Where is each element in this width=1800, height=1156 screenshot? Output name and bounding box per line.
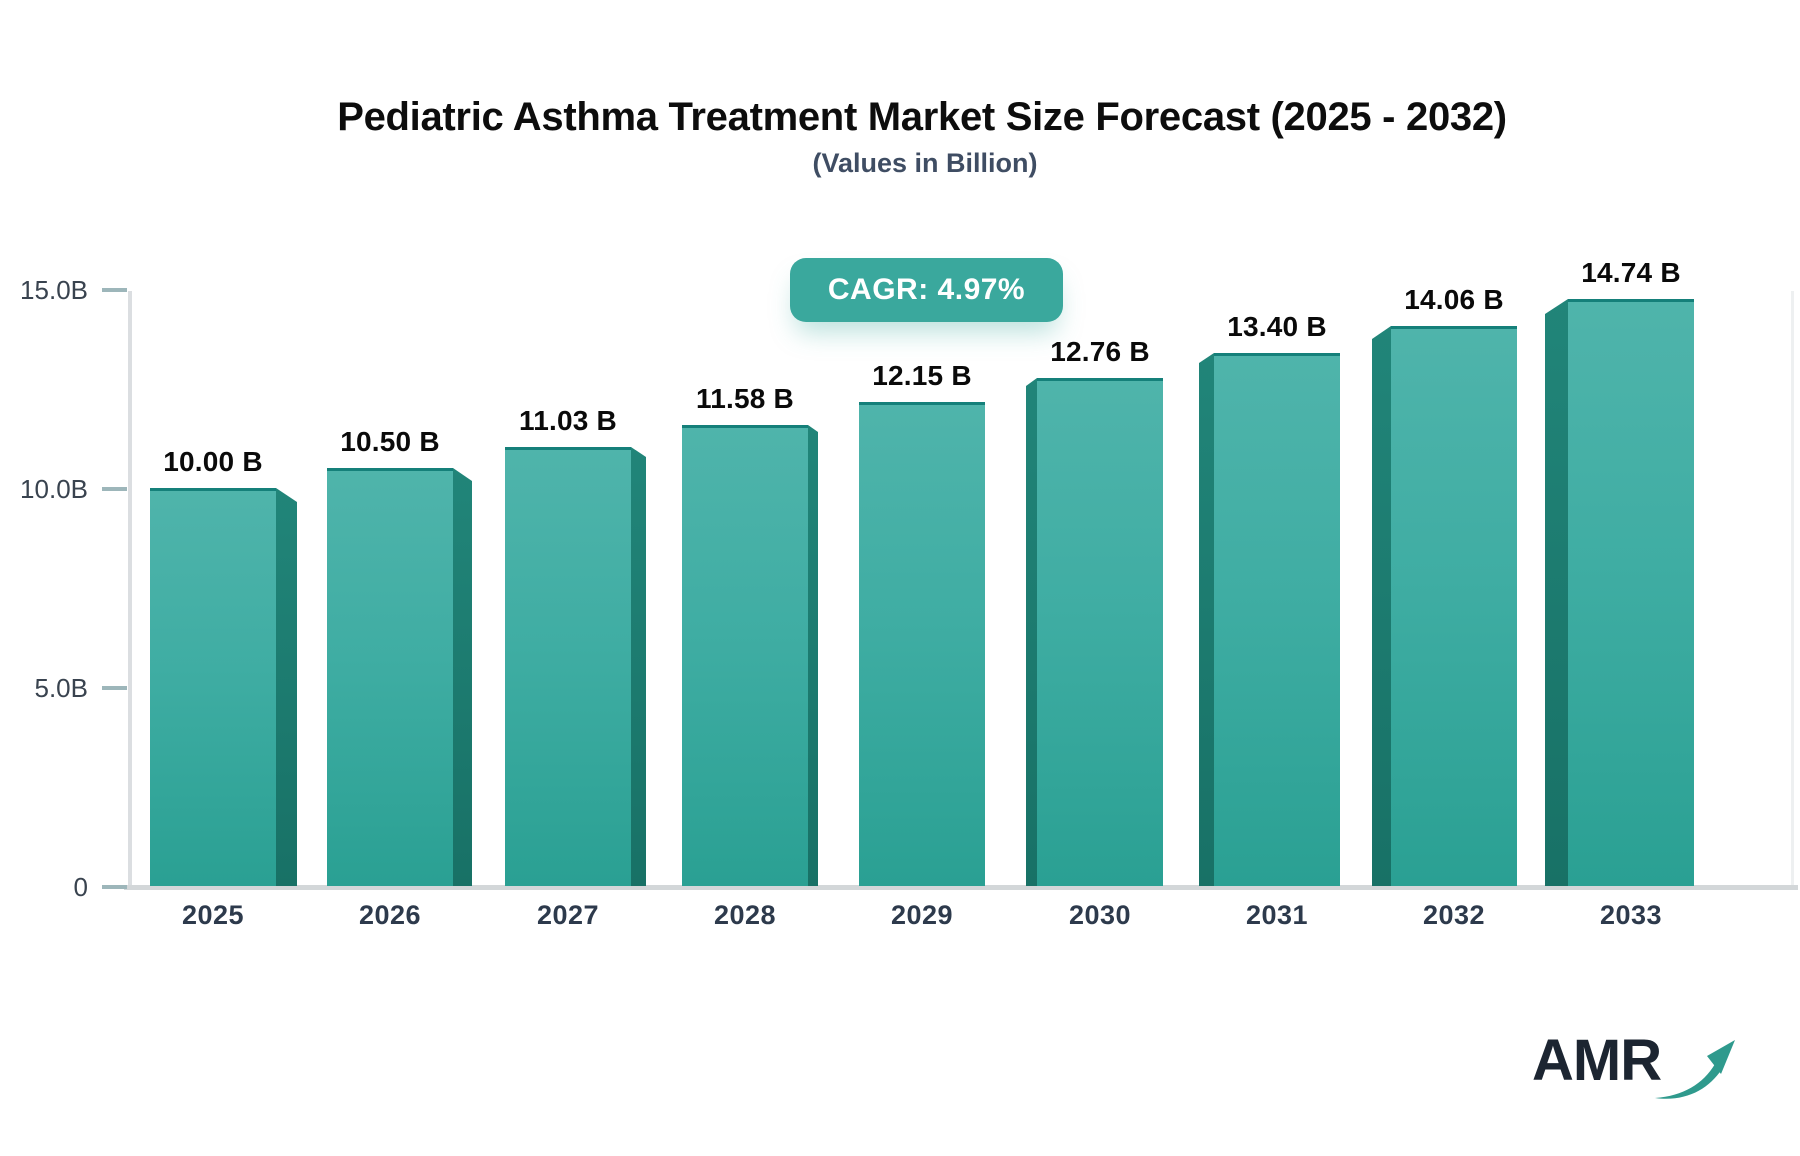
bar-value-label-2028: 11.58 B bbox=[696, 383, 794, 414]
y-tick-label: 15.0B bbox=[20, 275, 88, 305]
bar-value-label-2032: 14.06 B bbox=[1404, 284, 1504, 315]
x-tick-label-2028: 2028 bbox=[713, 900, 777, 930]
bar-2028 bbox=[682, 425, 808, 886]
bar-2033 bbox=[1568, 299, 1694, 886]
bar-2030 bbox=[1037, 378, 1163, 886]
x-tick-label-2029: 2029 bbox=[890, 900, 954, 930]
bar-value-label-2033: 14.74 B bbox=[1581, 257, 1681, 288]
bar-2032 bbox=[1391, 326, 1517, 886]
bar-2028-side-bevel bbox=[808, 425, 818, 886]
bar-value-label-2030: 12.76 B bbox=[1050, 336, 1150, 367]
bar-2026 bbox=[327, 468, 453, 886]
bar-value-label-2031: 13.40 B bbox=[1227, 311, 1327, 342]
bar-2026-side-bevel bbox=[453, 468, 472, 886]
bar-2029 bbox=[859, 402, 985, 886]
bar-2030-side-bevel bbox=[1026, 378, 1037, 886]
x-tick-label-2030: 2030 bbox=[1068, 900, 1132, 930]
cagr-badge-label: CAGR: 4.97% bbox=[827, 273, 1026, 306]
bar-value-label-2029: 12.15 B bbox=[872, 360, 972, 391]
bar-2031-side-bevel bbox=[1199, 353, 1214, 886]
chart-title: Pediatric Asthma Treatment Market Size F… bbox=[337, 95, 1507, 139]
amr-logo-text: AMR bbox=[1532, 1028, 1662, 1093]
bar-2032-side-bevel bbox=[1372, 326, 1391, 886]
x-tick-label-2032: 2032 bbox=[1422, 900, 1486, 930]
x-axis-line bbox=[124, 885, 1798, 890]
x-tick-label-2026: 2026 bbox=[358, 900, 422, 930]
y-tick-label: 5.0B bbox=[34, 673, 89, 703]
cagr-badge: CAGR: 4.97% bbox=[790, 258, 1063, 322]
bar-2031 bbox=[1214, 353, 1340, 886]
bar-2033-side-bevel bbox=[1545, 299, 1568, 886]
bar-2025 bbox=[150, 488, 276, 886]
bar-2027-side-bevel bbox=[631, 447, 646, 886]
y-tick-mark bbox=[102, 487, 127, 491]
bar-value-label-2025: 10.00 B bbox=[163, 446, 263, 477]
bar-value-label-2027: 11.03 B bbox=[519, 405, 617, 436]
amr-logo: AMR bbox=[1532, 1028, 1736, 1104]
plot-right-border bbox=[1791, 291, 1794, 888]
x-tick-label-2027: 2027 bbox=[536, 900, 600, 930]
bar-value-label-2026: 10.50 B bbox=[340, 426, 440, 457]
bar-2025-side-bevel bbox=[276, 488, 297, 886]
growth-arrow-icon bbox=[1655, 1040, 1736, 1099]
chart-subtitle: (Values in Billion) bbox=[812, 148, 1038, 178]
x-tick-label-2033: 2033 bbox=[1599, 900, 1663, 930]
y-tick-mark bbox=[102, 686, 127, 690]
x-tick-label-2025: 2025 bbox=[181, 900, 245, 930]
y-tick-label: 10.0B bbox=[20, 474, 88, 504]
x-tick-label-2031: 2031 bbox=[1245, 900, 1309, 930]
y-tick-mark bbox=[102, 885, 127, 889]
bar-2027 bbox=[505, 447, 631, 886]
y-tick-mark bbox=[102, 288, 127, 292]
y-axis-line bbox=[128, 291, 132, 888]
y-tick-label: 0 bbox=[73, 872, 88, 902]
